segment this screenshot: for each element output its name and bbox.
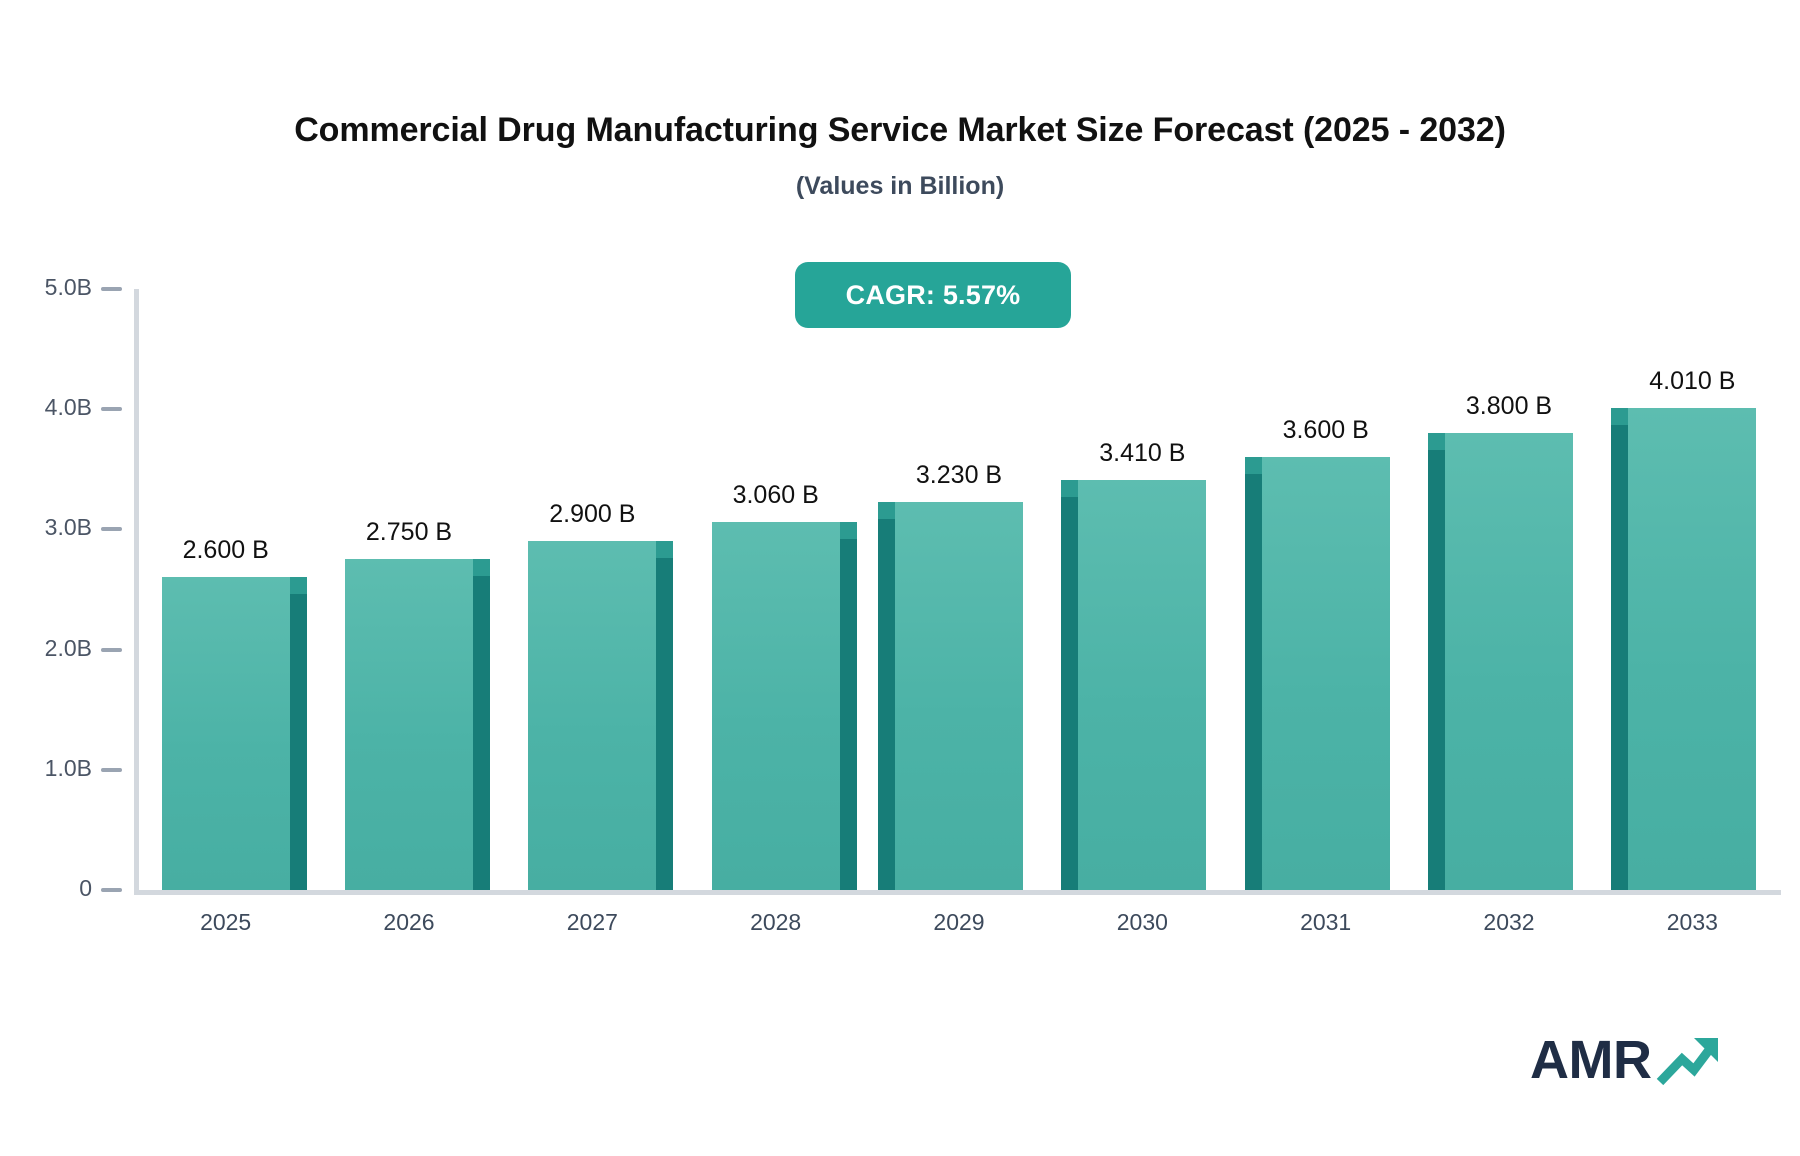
cagr-badge: CAGR: 5.57% [795,262,1071,328]
bar-3d-top [1061,480,1079,498]
x-axis-tick-label: 2030 [1116,909,1168,935]
y-axis-tick-label: 1.0B [44,754,92,781]
bar-3d-side [656,558,674,890]
y-axis-tick-mark [101,527,122,532]
x-axis-tick-label: 2031 [1300,909,1352,935]
x-axis-tick-label: 2032 [1483,909,1535,935]
bar[interactable]: 2.750 B [345,518,490,890]
bar-front-face [895,501,1023,890]
bar-value-label: 3.800 B [1465,392,1553,421]
bar-3d-top [1611,408,1629,425]
y-axis-tick-label: 5.0B [44,274,92,300]
bar-front-face [528,541,657,890]
growth-arrow-icon [1654,1032,1720,1097]
bar-front-face [1628,408,1757,890]
bar-3d-side [1611,425,1629,890]
x-axis-tick-label: 2027 [566,909,618,935]
cagr-badge-label: CAGR: 5.57% [845,279,1021,310]
bar-front-face [161,577,290,890]
bar-value-label: 2.900 B [549,500,636,529]
bar-3d-top [289,577,307,595]
bar-3d-side [473,576,490,890]
bar-value-label: 3.230 B [915,460,1003,489]
plot-area: 5.0B 4.0B 3.0B 2.0B 1.0B 0 2.600 B 2.750 B 2.90… [45,274,1784,935]
bar-3d-side [289,594,307,890]
chart-subtitle: (Values in Billion) [795,172,1005,200]
x-axis-tick-label: 2028 [750,909,802,935]
bar[interactable]: 3.060 B [711,481,857,890]
bar-front-face [1078,480,1207,890]
amr-logo-text: AMR [1530,1030,1652,1090]
bar[interactable]: 2.600 B [161,536,307,890]
bar-front-face [1445,433,1573,890]
bar[interactable]: 3.410 B [1061,439,1207,890]
y-axis-tick-label: 3.0B [44,514,92,541]
y-axis-tick-mark [101,888,122,892]
bar-front-face [1261,457,1390,890]
amr-logo: AMR [1530,1030,1720,1100]
bar-3d-side [878,518,895,890]
y-axis-tick-label: 4.0B [44,394,92,421]
bar-3d-side [1428,450,1445,890]
y-axis-tick-mark [101,407,122,412]
bar[interactable]: 3.800 B [1428,392,1573,890]
bar-value-label: 2.600 B [182,536,269,565]
bar-3d-top [878,501,895,519]
bar-value-label: 2.750 B [365,518,453,547]
bar-front-face [345,559,473,890]
y-axis-tick-label: 0 [79,875,92,901]
bar[interactable]: 2.900 B [528,500,674,890]
bar[interactable]: 3.600 B [1244,416,1390,890]
bar-value-label: 3.410 B [1099,439,1186,468]
bar-3d-side [1244,474,1262,890]
bar[interactable]: 4.010 B [1611,367,1757,890]
bar-3d-side [1061,497,1079,890]
bar-3d-top [473,559,490,577]
bar-front-face [711,522,840,890]
bar-3d-top [1244,457,1262,475]
chart-title: Commercial Drug Manufacturing Service Ma… [294,111,1506,149]
y-axis-line [134,289,139,890]
x-axis-tick-label: 2025 [200,909,252,935]
bar-value-label: 3.060 B [732,481,819,510]
bar-value-label: 3.600 B [1282,416,1369,445]
bar-3d-top [656,541,674,559]
y-axis-tick-label: 2.0B [44,634,92,661]
x-axis-tick-label: 2026 [383,909,435,935]
bar-value-label: 4.010 B [1649,367,1736,395]
bar-3d-top [839,522,857,540]
y-axis-tick-mark [101,287,122,291]
bar-3d-side [839,539,857,890]
x-axis-tick-label: 2033 [1666,909,1718,935]
y-axis-tick-mark [101,647,122,652]
bar-3d-top [1428,433,1445,451]
bar[interactable]: 3.230 B [878,461,1023,890]
x-axis-tick-label: 2029 [933,909,985,935]
x-axis-line [134,890,1781,895]
y-axis-tick-mark [101,767,122,772]
